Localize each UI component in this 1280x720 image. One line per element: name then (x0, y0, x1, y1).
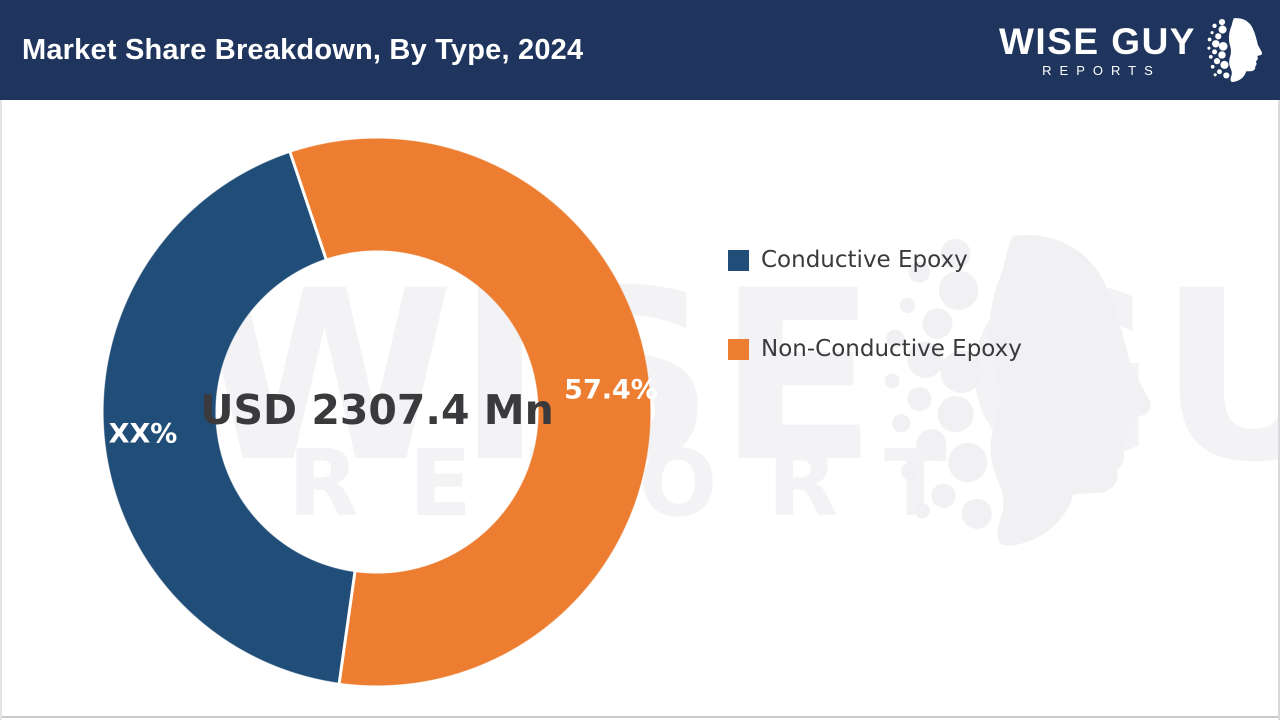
page-title: Market Share Breakdown, By Type, 2024 (22, 33, 584, 66)
donut-center-label: USD 2307.4 Mn (200, 386, 554, 434)
legend-label-conductive-epoxy: Conductive Epoxy (761, 247, 968, 273)
donut-ring (67, 102, 687, 720)
legend-item-non-conductive-epoxy: Non-Conductive Epoxy (728, 336, 1022, 362)
segment-label: 57.4% (564, 374, 658, 406)
legend-swatch-non-conductive-epoxy (728, 338, 749, 360)
chart-canvas: WISE GUY REPORTS USD 2307.4 Mn 57.4%XX% … (0, 100, 1280, 720)
donut-chart: USD 2307.4 Mn 57.4% XX% (67, 102, 687, 720)
frame-bottom-border (0, 716, 1280, 718)
segment-separator (333, 411, 379, 710)
legend: Conductive Epoxy Non-Conductive Epoxy (728, 247, 1022, 362)
header-bar: Market Share Breakdown, By Type, 2024 WI… (0, 0, 1280, 100)
frame-left-border (0, 100, 2, 720)
logo-subtitle: REPORTS (1042, 62, 1161, 78)
legend-label-non-conductive-epoxy: Non-Conductive Epoxy (761, 336, 1022, 362)
wiseguy-face-icon (1204, 7, 1266, 93)
logo-text: WISE GUY REPORTS (999, 23, 1196, 78)
wiseguy-logo: WISE GUY REPORTS (999, 7, 1266, 93)
segment-separator (279, 127, 379, 413)
frame-right-border (1278, 100, 1280, 720)
logo-wordmark: WISE GUY (998, 20, 1196, 62)
segment-label: XX% (108, 418, 178, 450)
legend-item-conductive-epoxy: Conductive Epoxy (728, 247, 1022, 273)
legend-swatch-conductive-epoxy (728, 249, 749, 271)
